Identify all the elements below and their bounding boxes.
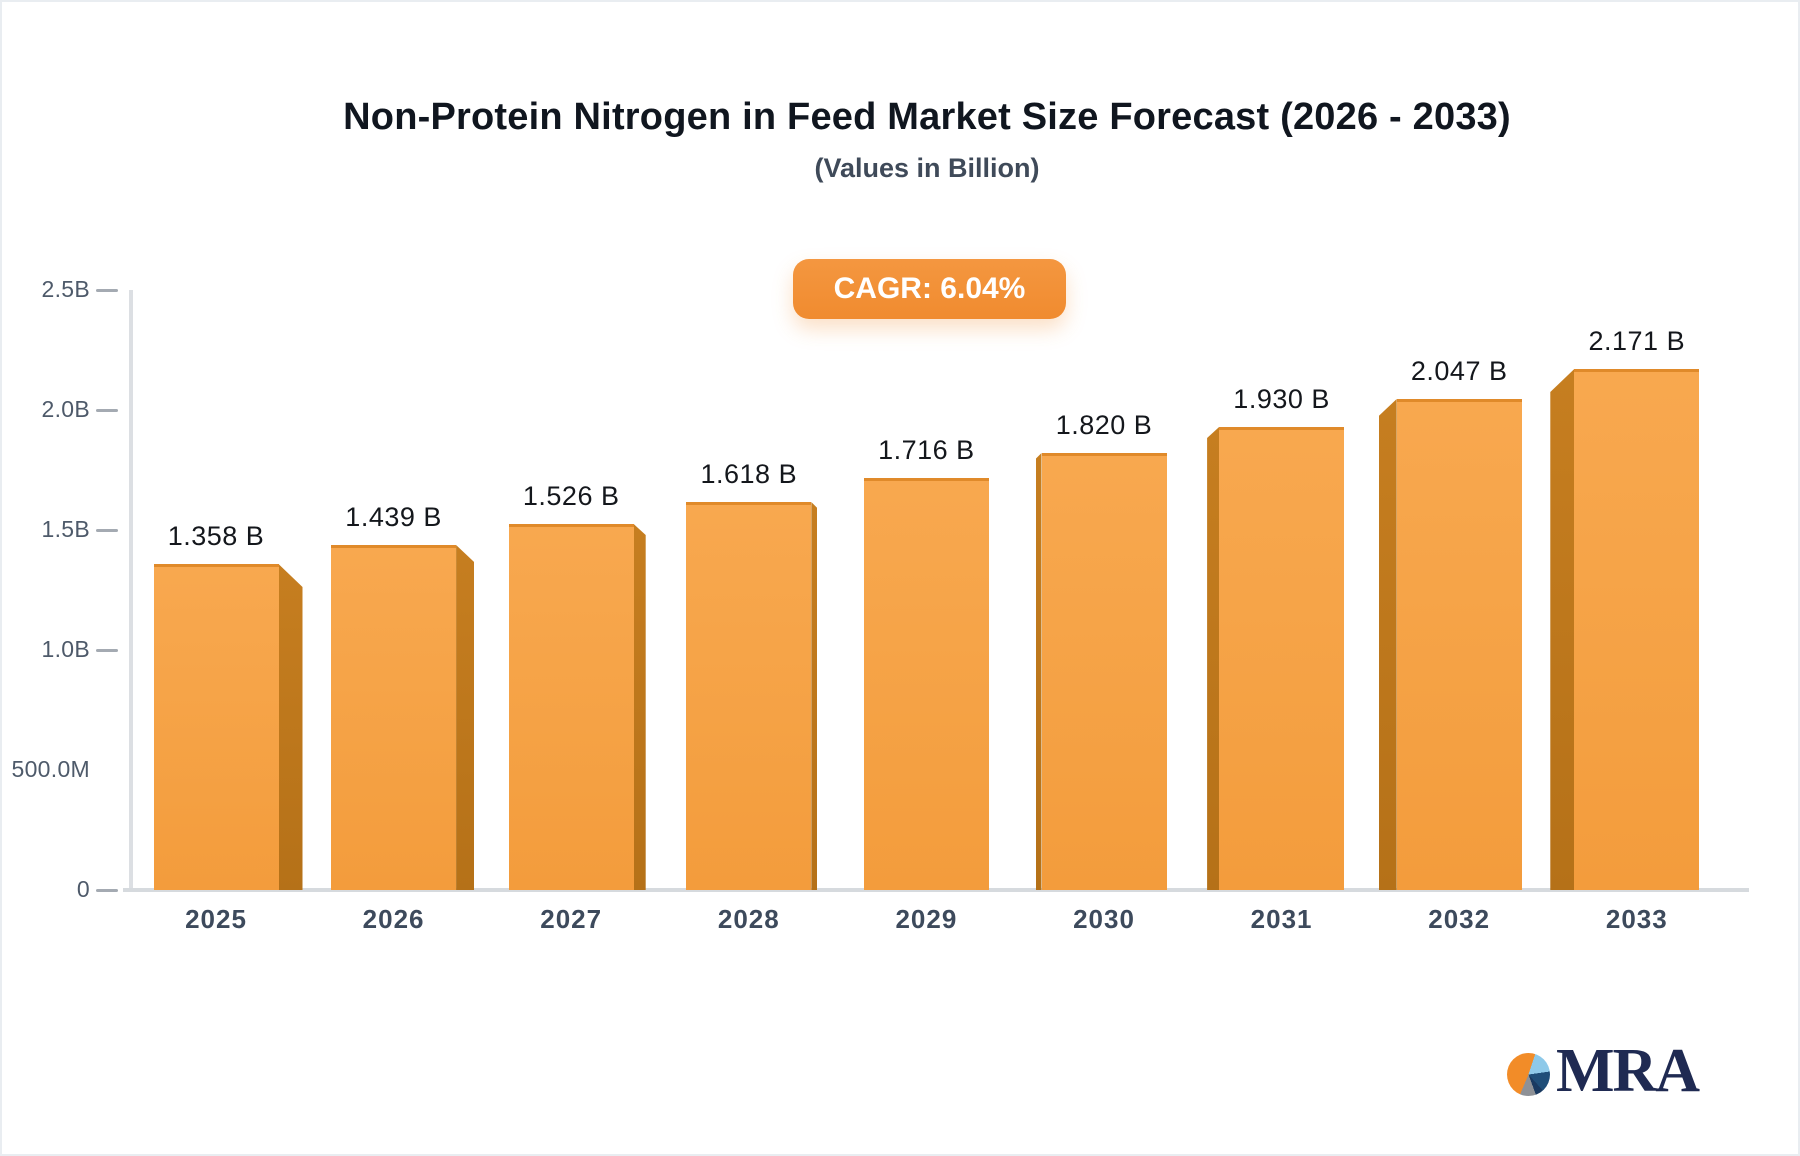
bar-face (1219, 427, 1345, 890)
bar-value-label: 2.171 B (1588, 326, 1686, 356)
y-axis-tick (96, 288, 118, 292)
bar-2030: 1.820 B (1035, 410, 1167, 890)
bar-face (1041, 453, 1167, 890)
bar-3d-side (811, 502, 818, 890)
bar-3d-side (1035, 453, 1042, 890)
x-axis-labels: 2025 2026 2027 2028 2029 2030 2031 2032 2033 (132, 904, 1742, 944)
bar-3d-side (1207, 427, 1220, 890)
y-axis-tick-label: 2.0B (41, 396, 90, 422)
bar-2032: 2.047 B (1378, 356, 1522, 890)
x-axis-label-2032: 2032 (1428, 904, 1491, 934)
bar-2026: 1.439 B (331, 502, 475, 890)
bar-2027: 1.526 B (508, 481, 646, 890)
bar-value-label: 1.930 B (1233, 384, 1330, 414)
y-axis-line (129, 290, 133, 890)
brand-logo-text: MRA (1556, 1037, 1700, 1105)
bar-value-label: 1.618 B (700, 459, 798, 489)
bar-3d-side (1550, 369, 1575, 890)
bar-face (153, 564, 279, 890)
y-axis-tick (96, 528, 118, 532)
bar-value-label: 1.439 B (345, 502, 442, 532)
bar-value-label: 1.358 B (167, 521, 265, 551)
bar-2028: 1.618 B (686, 459, 818, 890)
x-axis-label-2025: 2025 (185, 904, 247, 934)
x-axis-label-2033: 2033 (1605, 904, 1668, 934)
bar-2029: 1.716 B (863, 435, 989, 890)
bar-3d-side (278, 564, 303, 890)
bar-face (508, 524, 634, 890)
bar-value-label: 1.526 B (522, 481, 620, 511)
x-axis-label-2030: 2030 (1073, 904, 1135, 934)
bar-value-label: 1.716 B (878, 435, 975, 465)
x-axis-label-2027: 2027 (540, 904, 603, 934)
bar-3d-side (633, 524, 646, 890)
pie-chart-logo-icon (1507, 1052, 1550, 1096)
plot-area: 2.5B 2.0B 1.5B 1.0B 500.0M 0 1.358 B 1.439 B 1.5… (11, 276, 1749, 902)
y-axis-tick-label: 2.5B (41, 276, 90, 302)
y-axis-tick-label: 1.5B (41, 516, 90, 542)
chart-subtitle: (Values in Billion) (814, 153, 1040, 183)
bar-3d-side (456, 545, 475, 890)
x-axis-label-2029: 2029 (895, 904, 958, 934)
x-axis-label-2028: 2028 (717, 904, 780, 934)
y-axis-tick (96, 888, 118, 892)
y-axis-tick-label: 500.0M (11, 756, 90, 782)
cagr-badge: CAGR: 6.04% (793, 259, 1066, 319)
y-axis-tick (96, 408, 118, 412)
bar-face (331, 545, 457, 890)
bar-face (686, 502, 812, 890)
y-axis-tick-label: 0 (76, 876, 90, 902)
x-axis-baseline (123, 888, 1749, 892)
bar-face (863, 478, 989, 890)
bar-3d-side (1378, 399, 1397, 890)
x-axis-label-2031: 2031 (1250, 904, 1313, 934)
bar-value-label: 1.820 B (1055, 410, 1153, 440)
bar-face (1396, 399, 1522, 890)
brand-logo: MRA (1507, 1037, 1700, 1105)
y-axis-tick-label: 1.0B (41, 636, 90, 662)
chart-title: Non-Protein Nitrogen in Feed Market Size… (343, 96, 1511, 138)
y-axis-tick (96, 648, 118, 652)
bar-2025: 1.358 B (153, 521, 303, 890)
bar-2033: 2.171 B (1550, 326, 1700, 890)
x-axis-label-2026: 2026 (362, 904, 425, 934)
bar-value-label: 2.047 B (1410, 356, 1508, 386)
chart-header: Non-Protein Nitrogen in Feed Market Size… (52, 2, 1798, 184)
bar-face (1574, 369, 1700, 890)
bar-2031: 1.930 B (1207, 384, 1345, 890)
